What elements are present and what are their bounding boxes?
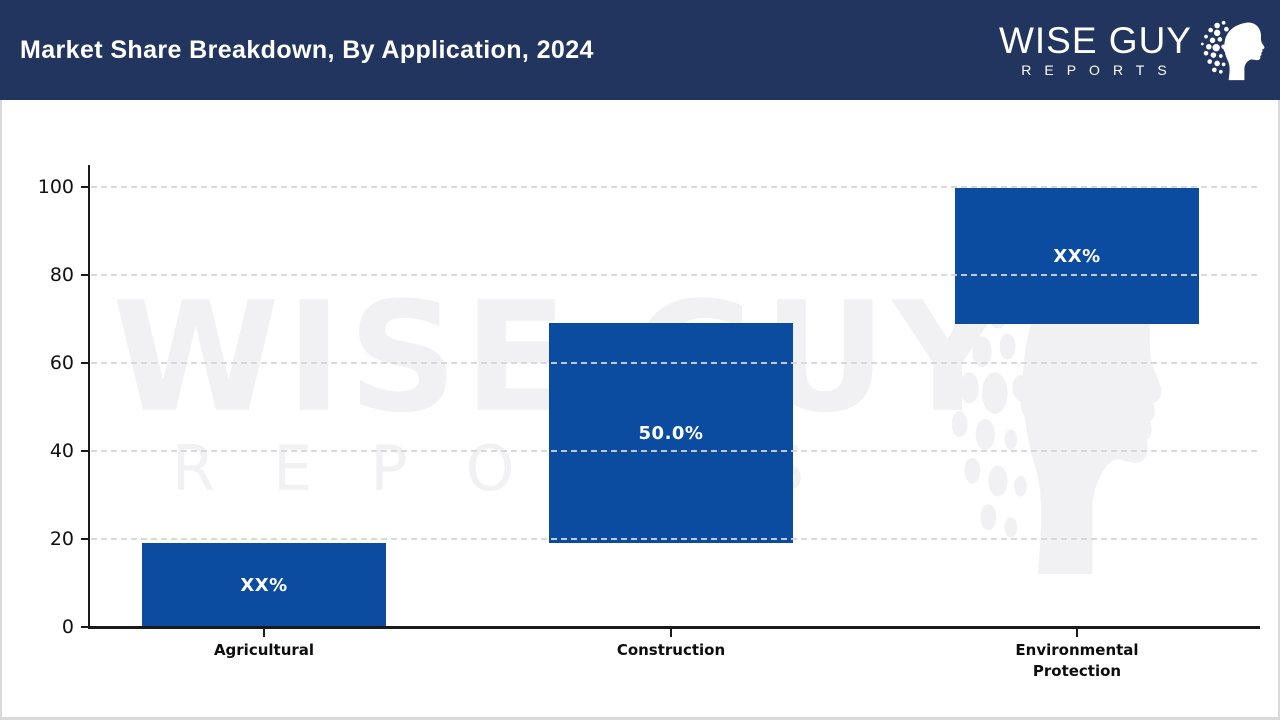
header-bar: Market Share Breakdown, By Application, … (0, 0, 1280, 100)
y-axis-line (88, 165, 90, 629)
y-tick (81, 274, 89, 276)
x-axis-label-environmental-protection: Environmental Protection (1015, 641, 1139, 680)
y-tick-label: 80 (49, 264, 74, 286)
logo-subtitle: REPORTS (1021, 62, 1180, 78)
x-axis-line (88, 626, 1260, 629)
logo-text: WISE GUY REPORTS (999, 22, 1192, 78)
y-tick-label: 20 (49, 528, 74, 550)
gridline (91, 538, 1259, 540)
y-tick (81, 626, 89, 628)
wise-guy-reports-logo: WISE GUY REPORTS (999, 9, 1280, 91)
bar-construction: 50.0% (549, 323, 793, 543)
y-tick-label: 40 (49, 440, 74, 462)
gridline (91, 450, 1259, 452)
y-tick (81, 186, 89, 188)
y-tick-label: 60 (49, 352, 74, 374)
logo-face-icon (1200, 20, 1265, 81)
x-tick (670, 629, 672, 637)
y-tick-label: 100 (37, 176, 74, 198)
gridline (91, 362, 1259, 364)
y-tick-label: 0 (61, 616, 74, 638)
y-tick (81, 362, 89, 364)
page-title: Market Share Breakdown, By Application, … (20, 35, 594, 64)
bar-value-label: XX% (1053, 245, 1101, 267)
bar-value-label: XX% (240, 574, 288, 596)
bar-agricultural: XX% (142, 543, 386, 627)
gridline (91, 186, 1259, 188)
x-axis-label-construction: Construction (616, 641, 726, 659)
y-tick (81, 538, 89, 540)
y-tick (81, 450, 89, 452)
bar-value-label: 50.0% (638, 422, 704, 444)
x-tick (263, 629, 265, 637)
gridline (91, 274, 1259, 276)
x-tick (1076, 629, 1078, 637)
logo-wordmark: WISE GUY (998, 20, 1192, 61)
bar-environmental-protection: XX% (955, 188, 1199, 324)
x-axis-label-agricultural: Agricultural (213, 641, 315, 659)
